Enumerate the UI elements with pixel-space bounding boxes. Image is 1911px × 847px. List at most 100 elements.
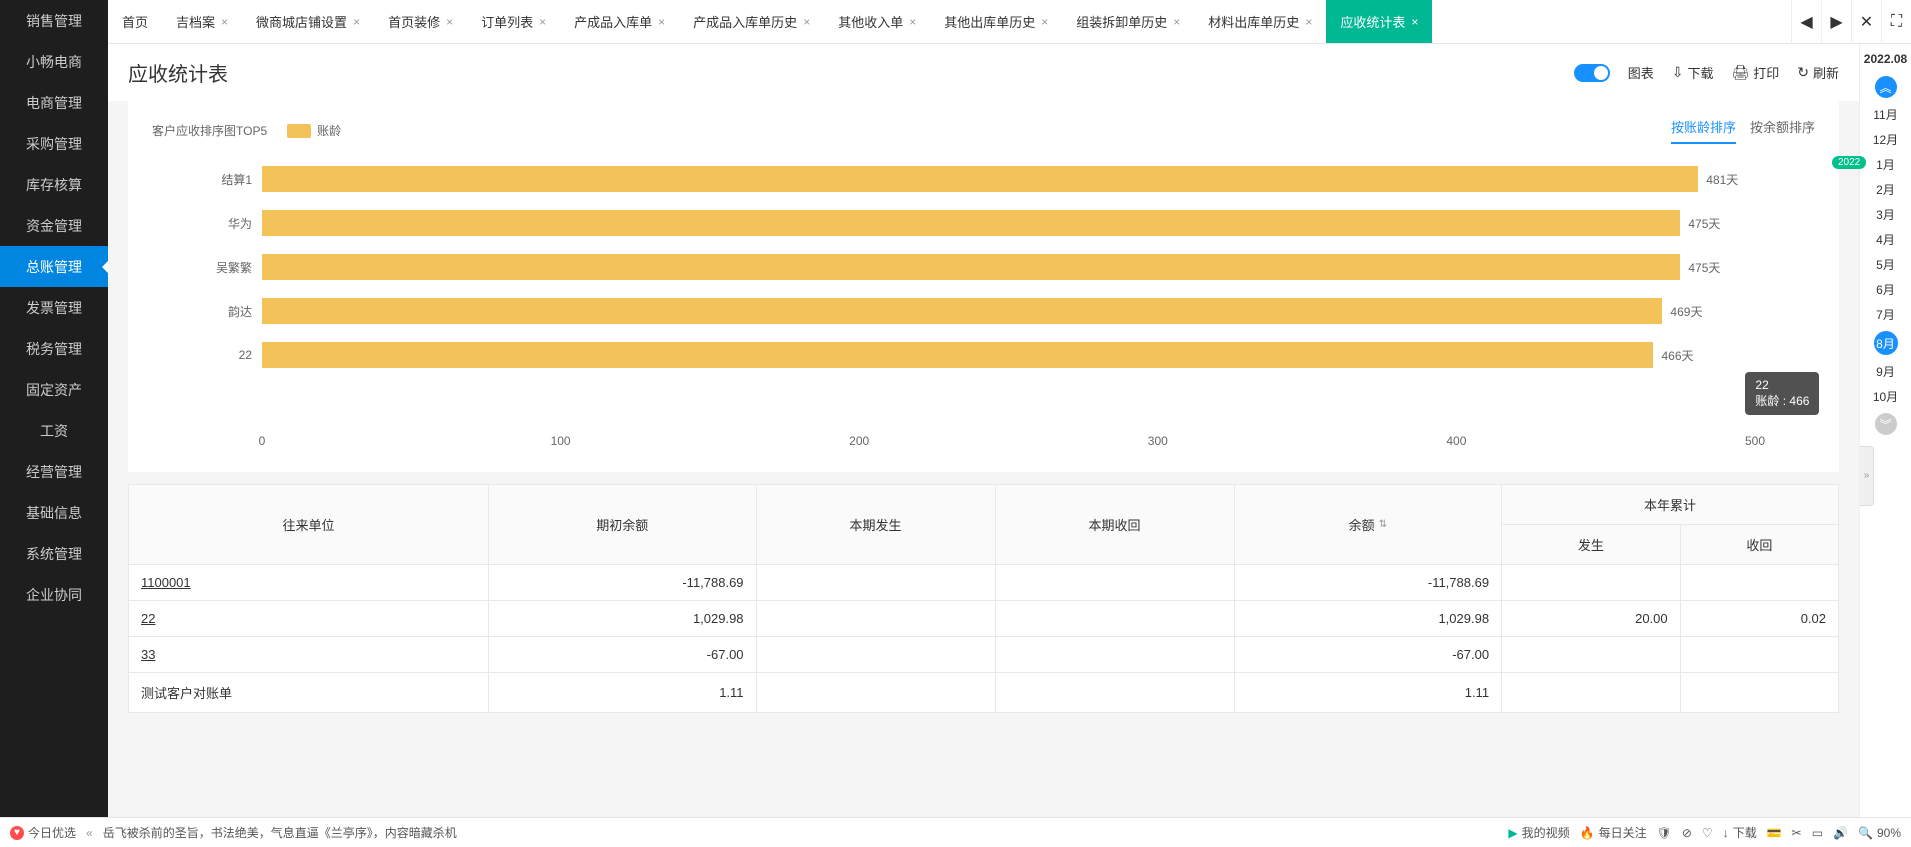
date-scroll-down[interactable]: ︾ bbox=[1875, 413, 1897, 435]
col-open-balance[interactable]: 期初余额 bbox=[489, 485, 757, 565]
col-ytd: 本年累计 bbox=[1502, 485, 1839, 525]
cell bbox=[995, 565, 1234, 601]
bottom-download-button[interactable]: ↓下载 bbox=[1723, 824, 1757, 841]
date-month[interactable]: 12月 bbox=[1860, 127, 1911, 152]
partner-link[interactable]: 33 bbox=[141, 647, 155, 662]
close-icon[interactable]: × bbox=[539, 15, 546, 29]
close-icon[interactable]: × bbox=[1173, 15, 1180, 29]
close-icon[interactable]: × bbox=[909, 15, 916, 29]
sidebar-item[interactable]: 固定资产 bbox=[0, 369, 108, 410]
sidebar-item[interactable]: 库存核算 bbox=[0, 164, 108, 205]
bar[interactable] bbox=[262, 210, 1680, 236]
tab[interactable]: 吉档案× bbox=[162, 0, 242, 43]
sidebar-item[interactable]: 基础信息 bbox=[0, 492, 108, 533]
date-month[interactable]: 5月 bbox=[1860, 252, 1911, 277]
sort-tab[interactable]: 按余额排序 bbox=[1750, 117, 1815, 144]
col-ytd-occur[interactable]: 发生 bbox=[1502, 525, 1681, 565]
sidebar-item[interactable]: 销售管理 bbox=[0, 0, 108, 41]
my-video-button[interactable]: ▶我的视频 bbox=[1508, 824, 1569, 841]
date-strip-collapse[interactable]: » bbox=[1860, 446, 1874, 506]
sidebar-item[interactable]: 经营管理 bbox=[0, 451, 108, 492]
col-ytd-collect[interactable]: 收回 bbox=[1680, 525, 1838, 565]
date-month[interactable]: 7月 bbox=[1860, 302, 1911, 327]
sidebar-item[interactable]: 系统管理 bbox=[0, 533, 108, 574]
close-icon[interactable]: × bbox=[1411, 15, 1418, 29]
tabs-next-icon[interactable]: ▶ bbox=[1821, 0, 1851, 44]
sort-icon[interactable]: ⇅ bbox=[1379, 521, 1387, 529]
close-icon[interactable]: × bbox=[1041, 15, 1048, 29]
close-icon[interactable]: × bbox=[658, 15, 665, 29]
close-icon[interactable]: × bbox=[803, 15, 810, 29]
col-balance[interactable]: 余额⇅ bbox=[1234, 485, 1502, 565]
like-icon[interactable]: ♡ bbox=[1702, 826, 1713, 840]
close-icon[interactable]: × bbox=[353, 15, 360, 29]
volume-icon[interactable]: 🔊 bbox=[1833, 826, 1848, 840]
tab[interactable]: 订单列表 × bbox=[467, 0, 560, 43]
date-month[interactable]: 6月 bbox=[1860, 277, 1911, 302]
tab[interactable]: 材料出库单历史× bbox=[1194, 0, 1326, 43]
tab-label: 首页装修 bbox=[388, 12, 440, 31]
fullscreen-icon[interactable]: ⛶ bbox=[1881, 0, 1911, 44]
tabs-close-all-icon[interactable]: ✕ bbox=[1851, 0, 1881, 44]
x-tick: 0 bbox=[259, 434, 266, 448]
tab[interactable]: 首页 bbox=[108, 0, 162, 43]
ad-block-icon[interactable]: ⊘ bbox=[1682, 826, 1692, 840]
cell-partner: 22 bbox=[129, 601, 489, 637]
sidebar-item[interactable]: 采购管理 bbox=[0, 123, 108, 164]
date-month[interactable]: 2月 bbox=[1860, 177, 1911, 202]
date-month[interactable]: 10月 bbox=[1860, 384, 1911, 409]
date-scroll-up[interactable]: ︽ bbox=[1875, 76, 1897, 98]
partner-link[interactable]: 22 bbox=[141, 611, 155, 626]
tab[interactable]: 应收统计表 × bbox=[1326, 0, 1432, 43]
tabs-prev-icon[interactable]: ◀ bbox=[1791, 0, 1821, 44]
col-period-occur[interactable]: 本期发生 bbox=[756, 485, 995, 565]
date-month[interactable]: 3月 bbox=[1860, 202, 1911, 227]
date-month[interactable]: 11月 bbox=[1860, 102, 1911, 127]
screenshot-icon[interactable]: ✂ bbox=[1792, 826, 1802, 840]
sidebar-item[interactable]: 小畅电商 bbox=[0, 41, 108, 82]
bar[interactable] bbox=[262, 342, 1653, 368]
tab[interactable]: 其他收入单× bbox=[824, 0, 930, 43]
print-button[interactable]: 🖨打印 bbox=[1731, 63, 1779, 82]
sidebar-item[interactable]: 总账管理 bbox=[0, 246, 108, 287]
sort-tab[interactable]: 按账龄排序 bbox=[1671, 117, 1736, 144]
tab[interactable]: 其他出库单历史× bbox=[930, 0, 1062, 43]
partner-link[interactable]: 1100001 bbox=[141, 575, 191, 590]
close-icon[interactable]: × bbox=[446, 15, 453, 29]
date-month[interactable]: 8月 bbox=[1860, 327, 1911, 359]
refresh-button[interactable]: ↻刷新 bbox=[1797, 63, 1839, 82]
date-month[interactable]: 9月 bbox=[1860, 359, 1911, 384]
tab[interactable]: 产成品入库单历史× bbox=[679, 0, 824, 43]
collapse-left-icon[interactable]: « bbox=[86, 826, 93, 840]
daily-button[interactable]: 🔥每日关注 bbox=[1580, 824, 1647, 841]
news-link[interactable]: 岳飞被杀前的圣旨，书法绝美，气息直逼《兰亭序》，内容暗藏杀机 bbox=[103, 824, 457, 841]
close-icon[interactable]: × bbox=[221, 15, 228, 29]
sidebar-item[interactable]: 资金管理 bbox=[0, 205, 108, 246]
tab-label: 订单列表 bbox=[481, 12, 533, 31]
sidebar-item[interactable]: 企业协同 bbox=[0, 574, 108, 615]
sidebar-item[interactable]: 工资 bbox=[0, 410, 108, 451]
favorite-button[interactable]: ♥今日优选 bbox=[10, 824, 76, 841]
bar[interactable] bbox=[262, 166, 1698, 192]
close-icon[interactable]: × bbox=[1305, 15, 1312, 29]
sidebar-icon[interactable]: ▭ bbox=[1812, 826, 1823, 840]
tab[interactable]: 首页装修 × bbox=[374, 0, 467, 43]
date-month[interactable]: 1月2022 bbox=[1860, 152, 1911, 177]
bar[interactable] bbox=[262, 254, 1680, 280]
sidebar-item[interactable]: 发票管理 bbox=[0, 287, 108, 328]
shield-icon[interactable]: 🛡 bbox=[1657, 826, 1672, 840]
sidebar-item[interactable]: 电商管理 bbox=[0, 82, 108, 123]
download-button[interactable]: ⇩下载 bbox=[1672, 63, 1714, 82]
bar[interactable] bbox=[262, 298, 1662, 324]
tab[interactable]: 组装拆卸单历史× bbox=[1062, 0, 1194, 43]
sidebar-item[interactable]: 税务管理 bbox=[0, 328, 108, 369]
col-period-collect[interactable]: 本期收回 bbox=[995, 485, 1234, 565]
tab[interactable]: 产成品入库单× bbox=[560, 0, 679, 43]
wallet-icon[interactable]: 💳 bbox=[1767, 826, 1782, 840]
tab-label: 应收统计表 bbox=[1340, 12, 1405, 31]
date-month[interactable]: 4月 bbox=[1860, 227, 1911, 252]
col-partner[interactable]: 往来单位 bbox=[129, 485, 489, 565]
zoom-level[interactable]: 🔍90% bbox=[1858, 826, 1901, 840]
chart-toggle[interactable] bbox=[1574, 64, 1610, 82]
tab[interactable]: 微商城店铺设置× bbox=[242, 0, 374, 43]
